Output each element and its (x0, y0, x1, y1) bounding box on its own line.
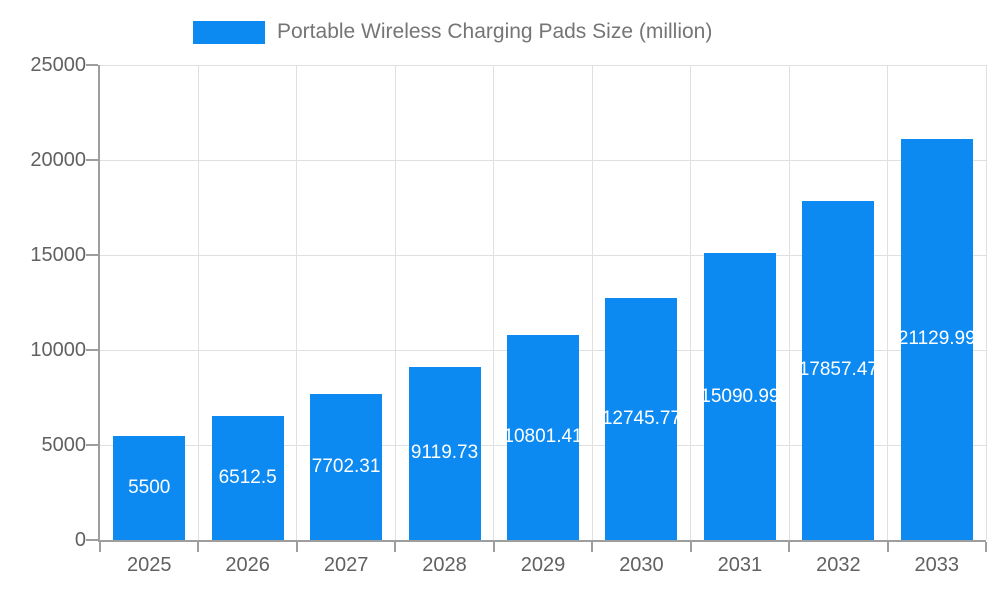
y-axis-tick (86, 444, 98, 446)
y-axis-tick (86, 349, 98, 351)
bar: 17857.47 (802, 200, 875, 540)
bar-value-label: 17857.47 (802, 359, 875, 381)
y-tick-label: 20000 (30, 149, 86, 171)
bar-value-label: 5500 (128, 476, 171, 498)
bar-value-label: 15090.99 (703, 385, 776, 407)
plot-area: 5500 6512.5 7702.31 9119.73 10801.41 12745.77… (86, 64, 987, 552)
x-tick-label: 2031 (717, 554, 763, 576)
gridline-vertical (788, 65, 790, 540)
x-axis-line (98, 540, 986, 542)
y-tick-label: 10000 (30, 339, 86, 361)
legend-swatch (193, 20, 265, 44)
gridline-horizontal (100, 254, 986, 256)
y-tick-label: 25000 (30, 54, 86, 76)
y-tick-label: 15000 (30, 244, 86, 266)
x-axis-tick (295, 542, 298, 552)
x-tick-label: 2032 (816, 554, 861, 576)
x-tick-label: 2027 (323, 554, 369, 576)
bar: 6512.5 (211, 416, 284, 540)
gridline-vertical (493, 65, 495, 540)
gridline-horizontal (100, 159, 986, 161)
x-axis-tick (99, 542, 101, 552)
bar: 9119.73 (408, 366, 481, 540)
gridline-vertical (296, 65, 298, 540)
bar: 10801.41 (507, 334, 579, 540)
bar-value-label: 6512.5 (218, 467, 277, 489)
bar-value-label: 10801.41 (507, 426, 579, 448)
gridline-vertical (887, 65, 889, 540)
bar-value-label: 9119.73 (410, 442, 479, 464)
bar-value-label: 12745.77 (605, 407, 678, 429)
y-tick-label: 0 (74, 529, 86, 551)
y-tick-label: 5000 (41, 434, 87, 456)
x-axis-tick (197, 542, 200, 552)
x-axis-tick (788, 542, 791, 552)
bar-value-label: 21129.99 (900, 328, 973, 350)
y-axis-tick (86, 539, 98, 541)
x-tick-label: 2025 (126, 554, 172, 576)
bar: 15090.99 (703, 253, 776, 540)
bar: 7702.31 (310, 393, 383, 540)
legend-label: Portable Wireless Charging Pads Size (mi… (277, 20, 713, 43)
y-axis-line (98, 65, 100, 542)
y-axis-tick (86, 254, 98, 256)
x-axis-tick (394, 542, 397, 552)
bar: 21129.99 (900, 138, 973, 540)
x-tick-label: 2029 (520, 554, 566, 576)
bar: 5500 (113, 435, 186, 540)
x-axis-tick (689, 542, 692, 552)
gridline-vertical (985, 65, 987, 540)
x-tick-label: 2030 (619, 554, 664, 576)
gridline-vertical (197, 65, 199, 540)
bar: 12745.77 (605, 297, 678, 540)
gridline-vertical (394, 65, 396, 540)
y-axis-tick (86, 159, 98, 161)
gridline-horizontal (100, 64, 986, 66)
x-tick-label: 2028 (422, 554, 467, 576)
x-axis-tick (591, 542, 594, 552)
x-axis-tick (886, 542, 889, 552)
y-axis-tick (86, 64, 98, 66)
x-axis-tick (492, 542, 495, 552)
bar-value-label: 7702.31 (311, 455, 381, 477)
x-tick-label: 2026 (225, 554, 270, 576)
legend: Portable Wireless Charging Pads Size (mi… (193, 20, 712, 44)
gridline-vertical (690, 65, 692, 540)
x-axis-tick (985, 542, 987, 552)
gridline-vertical (591, 65, 593, 540)
x-tick-label: 2033 (914, 554, 960, 576)
